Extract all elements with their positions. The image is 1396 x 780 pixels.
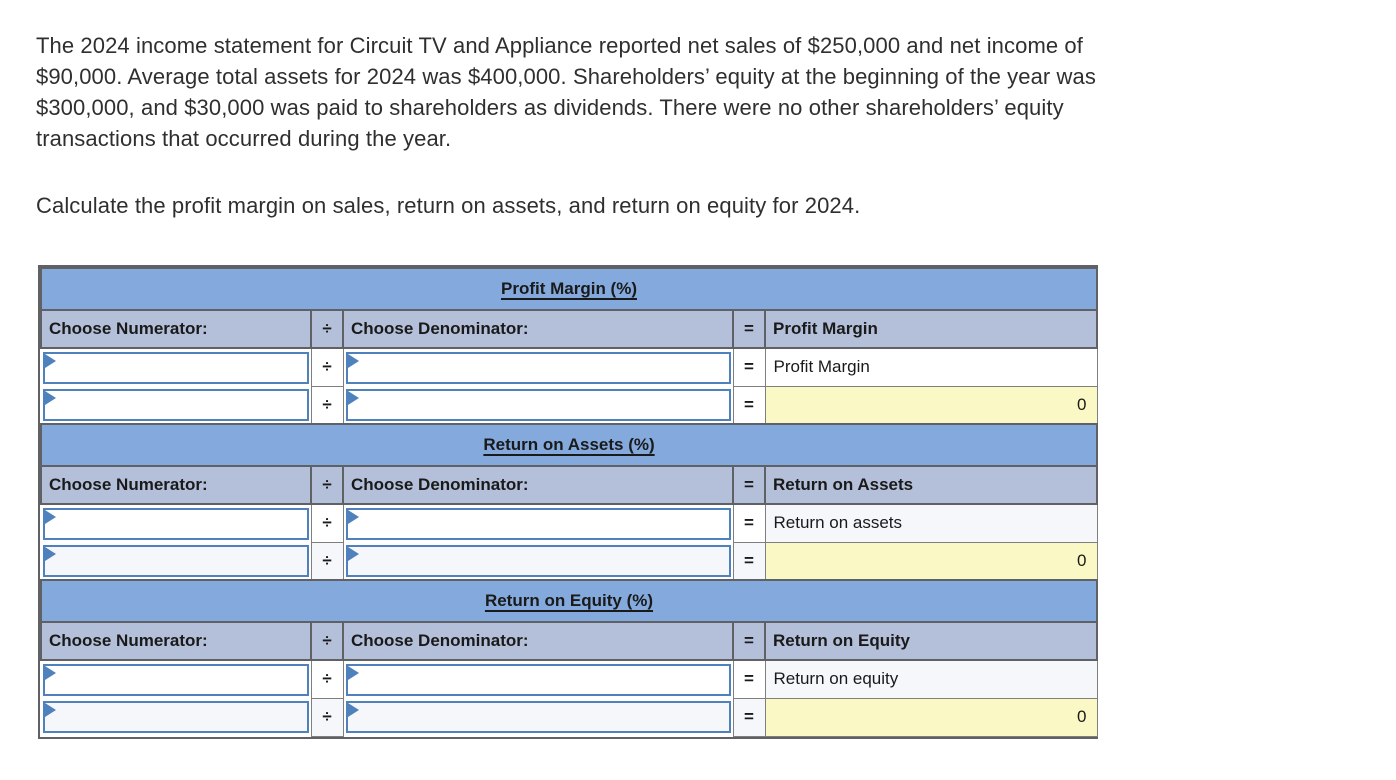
equals-symbol: = bbox=[732, 347, 766, 387]
dropdown-flag-icon bbox=[45, 353, 56, 368]
denominator-header: Choose Denominator: bbox=[342, 309, 734, 349]
dropdown-flag-icon bbox=[347, 509, 359, 524]
dropdown-flag-icon bbox=[45, 703, 56, 717]
result-header-return-on-equity: Return on Equity bbox=[764, 621, 1098, 661]
divide-symbol: ÷ bbox=[310, 697, 344, 737]
result-header-return-on-assets: Return on Assets bbox=[764, 465, 1098, 505]
dropdown-flag-icon bbox=[347, 353, 359, 368]
divide-symbol: ÷ bbox=[310, 385, 344, 425]
dropdown-flag-icon bbox=[347, 546, 359, 561]
denominator-value bbox=[348, 391, 729, 396]
profit-margin-result-value: 0 bbox=[764, 385, 1098, 425]
equals-symbol: = bbox=[732, 385, 766, 425]
numerator-value bbox=[45, 510, 307, 515]
denominator-value bbox=[348, 547, 729, 552]
equals-symbol: = bbox=[732, 659, 766, 699]
section-title-return-on-equity: Return on Equity (%) bbox=[40, 579, 1098, 623]
problem-statement: The 2024 income statement for Circuit TV… bbox=[36, 33, 1096, 151]
denominator-header: Choose Denominator: bbox=[342, 465, 734, 505]
numerator-value bbox=[45, 391, 307, 396]
dropdown-flag-icon bbox=[347, 665, 359, 680]
dropdown-flag-icon bbox=[45, 665, 56, 680]
return-on-assets-numerator-select-2[interactable] bbox=[41, 542, 311, 580]
equals-symbol-header: = bbox=[732, 621, 766, 661]
ratio-calculation-table: Profit Margin (%) Choose Numerator: ÷ Ch… bbox=[38, 265, 1098, 739]
divide-symbol-header: ÷ bbox=[310, 465, 344, 505]
numerator-header: Choose Numerator: bbox=[40, 621, 312, 661]
divide-symbol: ÷ bbox=[310, 659, 344, 699]
numerator-value bbox=[45, 703, 307, 708]
result-header-profit-margin: Profit Margin bbox=[764, 309, 1098, 349]
divide-symbol: ÷ bbox=[310, 541, 344, 581]
divide-symbol-header: ÷ bbox=[310, 309, 344, 349]
equals-symbol-header: = bbox=[732, 465, 766, 505]
numerator-header: Choose Numerator: bbox=[40, 309, 312, 349]
dropdown-flag-icon bbox=[45, 390, 56, 405]
return-on-assets-numerator-select-1[interactable] bbox=[41, 504, 311, 542]
return-on-equity-result-label: Return on equity bbox=[764, 659, 1098, 699]
return-on-equity-denominator-select-1[interactable] bbox=[343, 660, 733, 698]
divide-symbol: ÷ bbox=[310, 347, 344, 387]
return-on-assets-denominator-select-1[interactable] bbox=[343, 504, 733, 542]
profit-margin-denominator-select-1[interactable] bbox=[343, 348, 733, 386]
instruction-text: Calculate the profit margin on sales, re… bbox=[36, 193, 861, 218]
return-on-equity-denominator-select-2[interactable] bbox=[343, 698, 733, 736]
return-on-assets-denominator-select-2[interactable] bbox=[343, 542, 733, 580]
equals-symbol: = bbox=[732, 503, 766, 543]
return-on-assets-result-value: 0 bbox=[764, 541, 1098, 581]
numerator-value bbox=[45, 354, 307, 359]
dropdown-flag-icon bbox=[347, 390, 359, 405]
dropdown-flag-icon bbox=[347, 703, 359, 717]
return-on-equity-numerator-select-2[interactable] bbox=[41, 698, 311, 736]
profit-margin-result-label: Profit Margin bbox=[764, 347, 1098, 387]
dropdown-flag-icon bbox=[45, 509, 56, 524]
denominator-value bbox=[348, 510, 729, 515]
section-title-profit-margin: Profit Margin (%) bbox=[40, 267, 1098, 311]
numerator-value bbox=[45, 547, 307, 552]
dropdown-flag-icon bbox=[45, 546, 56, 561]
equals-symbol-header: = bbox=[732, 309, 766, 349]
return-on-equity-numerator-select-1[interactable] bbox=[41, 660, 311, 698]
profit-margin-numerator-select-1[interactable] bbox=[41, 348, 311, 386]
divide-symbol-header: ÷ bbox=[310, 621, 344, 661]
section-title-return-on-assets: Return on Assets (%) bbox=[40, 423, 1098, 467]
profit-margin-numerator-select-2[interactable] bbox=[41, 386, 311, 424]
page-content: The 2024 income statement for Circuit TV… bbox=[36, 33, 1098, 739]
return-on-assets-result-label: Return on assets bbox=[764, 503, 1098, 543]
equals-symbol: = bbox=[732, 541, 766, 581]
numerator-header: Choose Numerator: bbox=[40, 465, 312, 505]
return-on-equity-result-value: 0 bbox=[764, 697, 1098, 737]
profit-margin-denominator-select-2[interactable] bbox=[343, 386, 733, 424]
equals-symbol: = bbox=[732, 697, 766, 737]
denominator-value bbox=[348, 703, 729, 708]
numerator-value bbox=[45, 666, 307, 671]
denominator-header: Choose Denominator: bbox=[342, 621, 734, 661]
denominator-value bbox=[348, 354, 729, 359]
divide-symbol: ÷ bbox=[310, 503, 344, 543]
calc-table: Profit Margin (%) Choose Numerator: ÷ Ch… bbox=[40, 267, 1098, 737]
denominator-value bbox=[348, 666, 729, 671]
